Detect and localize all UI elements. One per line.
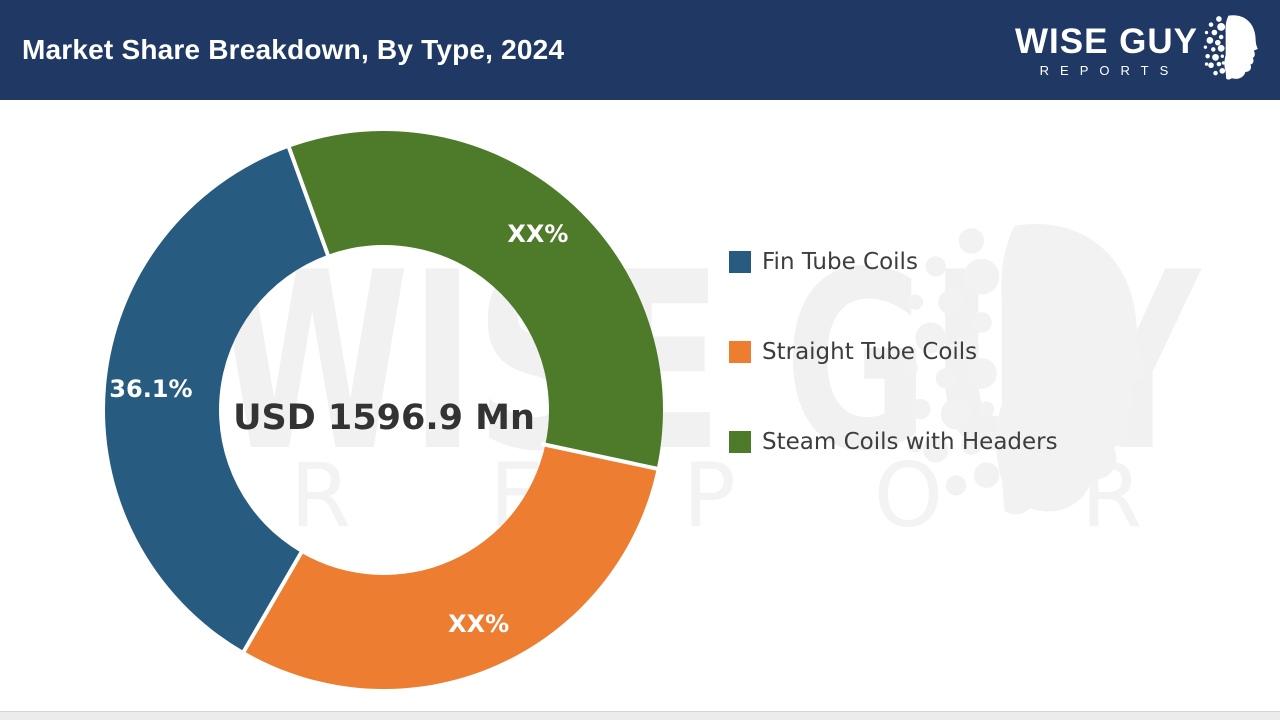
donut-slice bbox=[105, 147, 328, 652]
legend-label: Straight Tube Coils bbox=[762, 338, 978, 365]
donut-slice bbox=[243, 444, 657, 689]
slice-label: XX% bbox=[448, 610, 510, 638]
donut-chart: XX% XX% 36.1% USD 1596.9 Mn bbox=[84, 110, 684, 710]
logo-subtext: REPORTS bbox=[1039, 62, 1180, 78]
slice-separator bbox=[240, 548, 305, 656]
legend-label: Steam Coils with Headers bbox=[762, 428, 1058, 455]
slice-label: 36.1% bbox=[109, 375, 193, 404]
slice-separator bbox=[540, 441, 662, 472]
chart-area: WISE GUY R E P O R T S XX%XX%36.1% USD 1… bbox=[0, 100, 1280, 712]
legend-item: Fin Tube Coils bbox=[729, 250, 1058, 274]
page-title: Market Share Breakdown, By Type, 2024 bbox=[22, 34, 565, 65]
donut-center-value: USD 1596.9 Mn bbox=[233, 398, 535, 438]
header-bar: Market Share Breakdown, By Type, 2024 WI… bbox=[0, 0, 1280, 100]
logo-wordmark: WISE GUY bbox=[1014, 21, 1198, 61]
legend-swatch-fin-tube-coils bbox=[729, 251, 751, 273]
footer-strip bbox=[0, 711, 1280, 720]
legend-label: Fin Tube Coils bbox=[762, 248, 918, 275]
legend-item: Steam Coils with Headers bbox=[729, 430, 1058, 454]
donut-slice bbox=[289, 130, 663, 469]
legend-swatch-steam-coils-with-headers bbox=[729, 431, 751, 453]
legend-item: Straight Tube Coils bbox=[729, 340, 1058, 364]
legend: Fin Tube Coils Straight Tube Coils Steam… bbox=[729, 250, 1058, 520]
legend-swatch-straight-tube-coils bbox=[729, 341, 751, 363]
logo-head-icon bbox=[1203, 15, 1258, 80]
slice-separator bbox=[285, 143, 332, 260]
wise-guy-reports-logo: WISE GUY REPORTS bbox=[1015, 12, 1280, 88]
donut-svg bbox=[105, 130, 663, 689]
slice-label: XX% bbox=[507, 219, 569, 248]
